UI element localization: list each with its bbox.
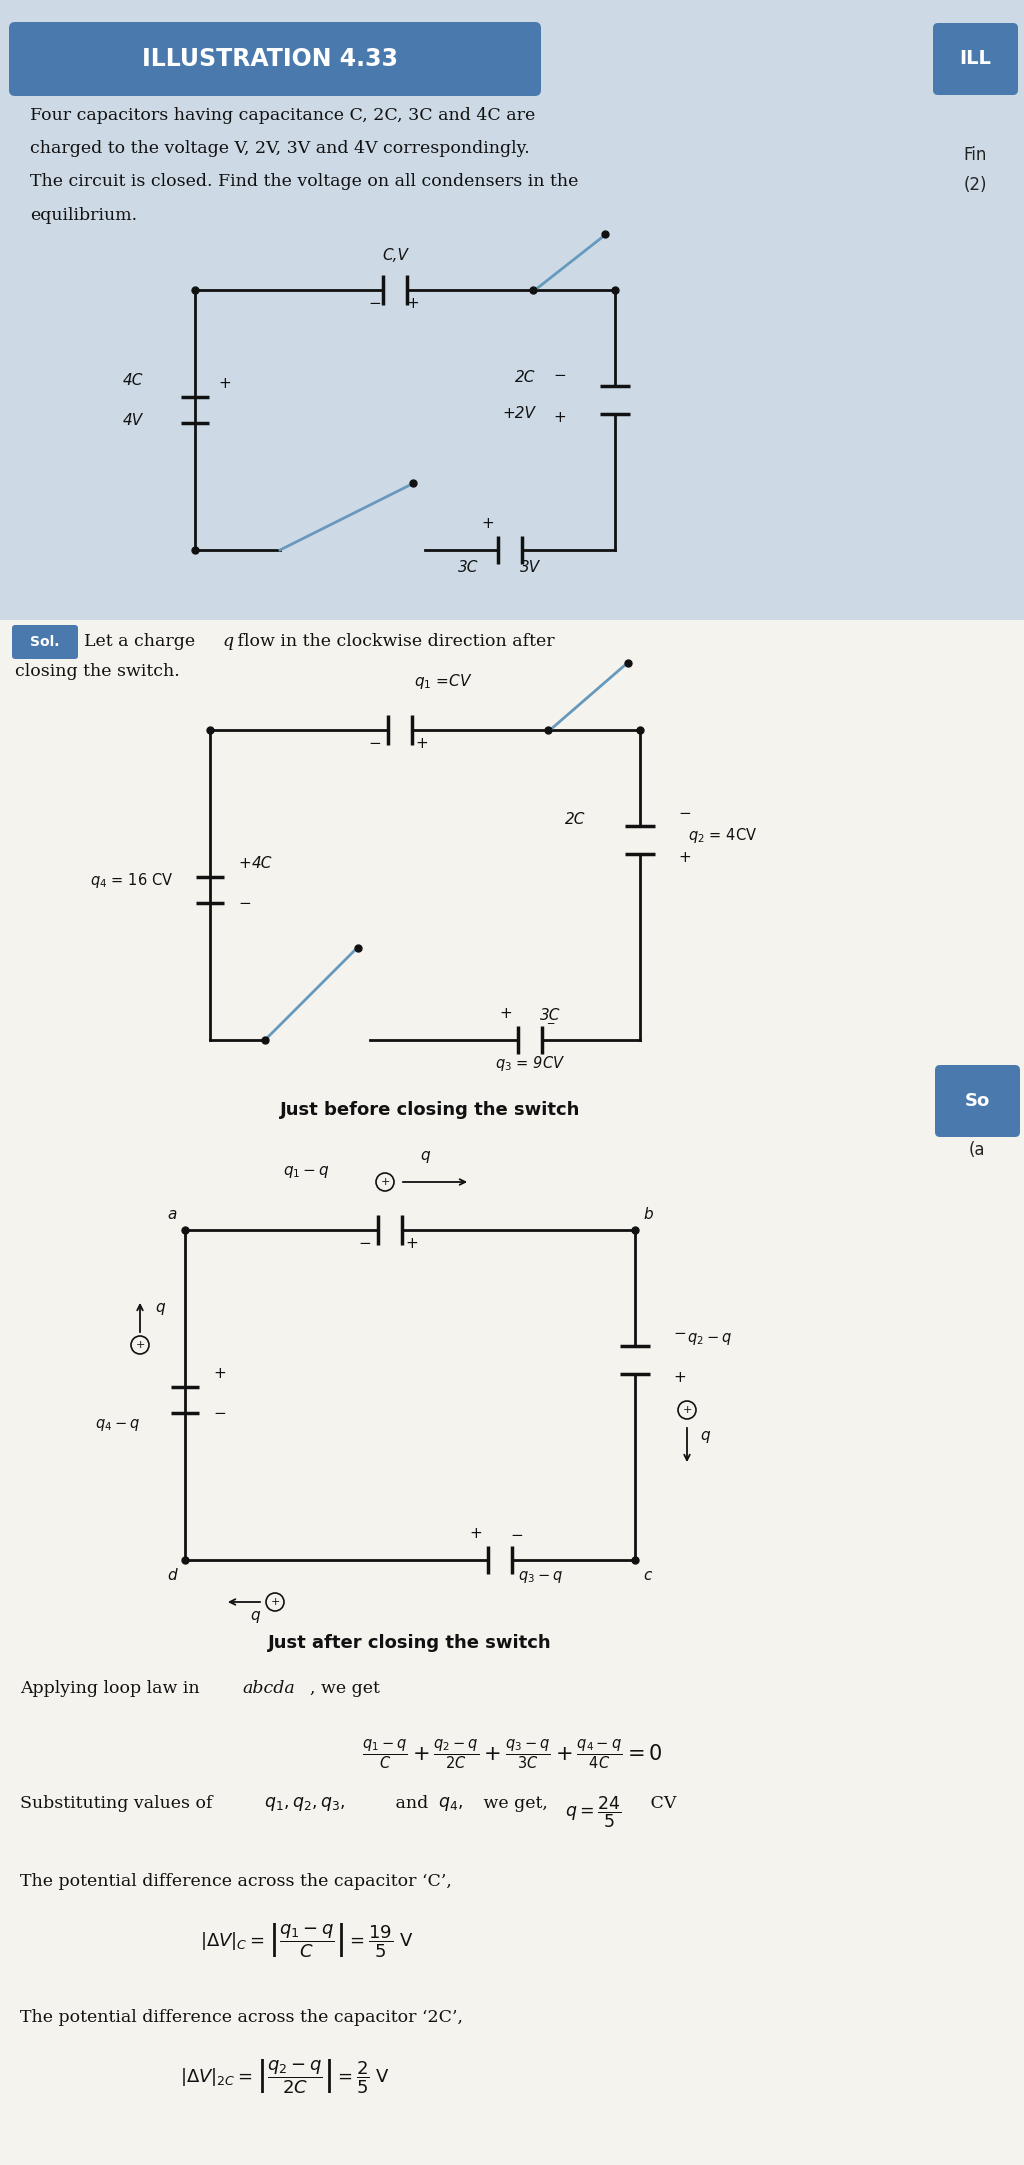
Text: Just after closing the switch: Just after closing the switch [268,1635,552,1652]
Text: q: q [222,632,233,650]
Text: c: c [643,1567,651,1583]
Text: $q_4,$: $q_4,$ [438,1795,463,1812]
Text: 4C: 4C [252,855,272,870]
Bar [0,0,1024,619]
Text: −: − [239,896,251,911]
Text: q: q [700,1429,710,1444]
Text: $q_2 - q$: $q_2 - q$ [687,1331,732,1347]
Text: $q_4$ = 16 CV: $q_4$ = 16 CV [90,870,173,890]
FancyBboxPatch shape [933,24,1018,95]
Text: Substituting values of: Substituting values of [20,1795,218,1812]
Text: $q_4 - q$: $q_4 - q$ [95,1418,140,1433]
Text: 3C: 3C [458,561,478,576]
Text: 3V: 3V [520,561,540,576]
Text: +: + [407,297,420,312]
Text: −: − [554,368,566,383]
Text: −: − [214,1405,226,1420]
Text: +: + [500,1007,512,1022]
FancyBboxPatch shape [9,22,541,95]
Text: and: and [390,1795,434,1812]
Text: $q_2$ = 4CV: $q_2$ = 4CV [688,827,757,844]
Text: +2V: +2V [502,407,535,420]
Text: $|\Delta V|_C = \left|\dfrac{q_1 - q}{C}\right| = \dfrac{19}{5}$ V: $|\Delta V|_C = \left|\dfrac{q_1 - q}{C}… [200,1920,414,1959]
Text: −: − [678,805,691,821]
Text: Sol.: Sol. [31,634,59,649]
Text: $q_3 - q$: $q_3 - q$ [518,1570,563,1585]
Text: Just before closing the switch: Just before closing the switch [280,1102,581,1119]
Text: Applying loop law in: Applying loop law in [20,1680,205,1697]
Text: , we get: , we get [310,1680,380,1697]
Text: Fin: Fin [964,145,987,165]
Text: −: − [510,1528,522,1544]
Text: $q = \dfrac{24}{5}$: $q = \dfrac{24}{5}$ [565,1795,622,1829]
FancyBboxPatch shape [935,1065,1020,1137]
Text: +: + [239,855,251,870]
Text: $q_3$ = 9CV: $q_3$ = 9CV [495,1054,565,1074]
Text: The potential difference across the capacitor ‘2C’,: The potential difference across the capa… [20,2009,463,2026]
Text: Let a charge: Let a charge [84,632,201,650]
Text: $q_1$ =CV: $q_1$ =CV [414,671,472,691]
Text: 3C: 3C [540,1009,560,1024]
Text: q: q [155,1299,165,1314]
Text: 4V: 4V [123,414,143,429]
Text: +: + [214,1366,226,1381]
Text: abcda: abcda [242,1680,295,1697]
Text: +: + [406,1236,419,1251]
Text: +: + [219,377,231,392]
Text: q: q [420,1147,430,1163]
Text: +: + [416,736,428,751]
Text: 2C: 2C [515,370,535,385]
Text: The circuit is closed. Find the voltage on all condensers in the: The circuit is closed. Find the voltage … [30,173,579,191]
Text: Four capacitors having capacitance C, 2C, 3C and 4C are: Four capacitors having capacitance C, 2C… [30,106,536,123]
Text: b: b [643,1208,652,1221]
Text: $|\Delta V|_{2C} = \left|\dfrac{q_2 - q}{2C}\right| = \dfrac{2}{5}$ V: $|\Delta V|_{2C} = \left|\dfrac{q_2 - q}… [180,2057,390,2096]
Text: d: d [167,1567,177,1583]
Text: −: − [358,1236,372,1251]
Text: _: _ [540,1011,554,1024]
Text: +: + [481,515,495,530]
Text: +: + [270,1598,280,1606]
Text: (2): (2) [964,175,987,195]
Text: The potential difference across the capacitor ‘C’,: The potential difference across the capa… [20,1873,452,1890]
Text: charged to the voltage V, 2V, 3V and 4V correspondingly.: charged to the voltage V, 2V, 3V and 4V … [30,141,529,158]
Text: −: − [369,736,381,751]
Text: +: + [135,1340,144,1351]
Text: q: q [250,1609,260,1624]
Bar [0,619,1024,2165]
Text: closing the switch.: closing the switch. [15,662,180,680]
Text: +: + [678,851,691,866]
Text: 4C: 4C [123,372,143,388]
Text: 2C: 2C [564,812,585,827]
Text: ILL: ILL [959,50,991,69]
Text: +: + [380,1178,390,1186]
Text: ILLUSTRATION 4.33: ILLUSTRATION 4.33 [142,48,398,71]
Text: −: − [673,1325,686,1340]
Text: flow in the clockwise direction after: flow in the clockwise direction after [232,632,555,650]
Text: (a: (a [969,1141,985,1158]
Text: +: + [673,1370,686,1386]
Text: a: a [168,1208,177,1221]
Text: Hence th: Hence th [30,22,100,37]
Text: $q_1, q_2, q_3,$: $q_1, q_2, q_3,$ [264,1795,345,1812]
Text: +: + [554,409,566,424]
Text: C,V: C,V [382,249,408,262]
Text: $q_1 - q$: $q_1 - q$ [284,1165,330,1180]
Text: +: + [470,1526,482,1541]
Text: +: + [682,1405,691,1416]
Text: we get,: we get, [478,1795,553,1812]
Text: equilibrium.: equilibrium. [30,208,137,223]
Text: So: So [965,1091,989,1111]
FancyBboxPatch shape [12,626,78,658]
Text: −: − [369,297,381,312]
Text: CV: CV [645,1795,677,1812]
Text: $\frac{q_1 - q}{C} + \frac{q_2 - q}{2C} + \frac{q_3 - q}{3C} + \frac{q_4 - q}{4C: $\frac{q_1 - q}{C} + \frac{q_2 - q}{2C} … [361,1738,663,1773]
